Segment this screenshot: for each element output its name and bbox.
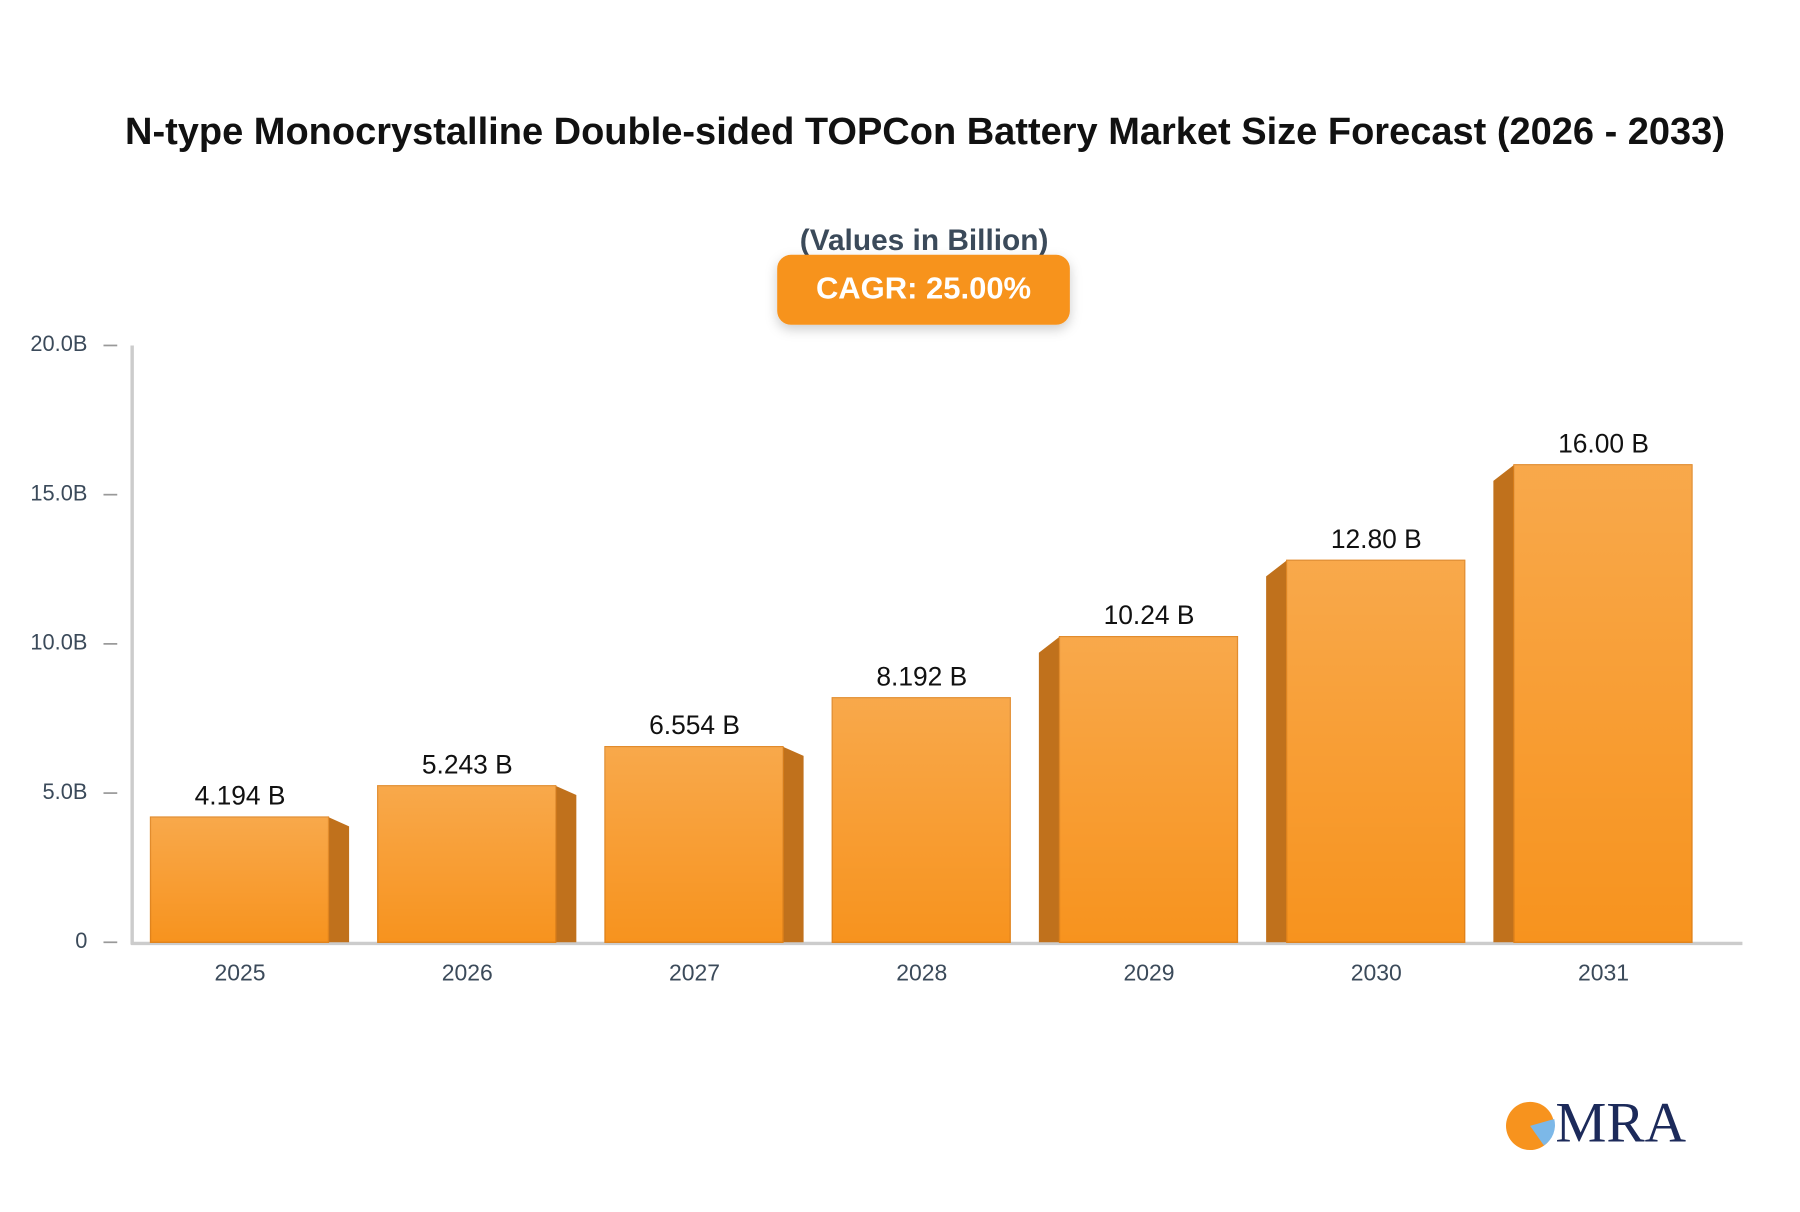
data-label: 6.554 B [649, 710, 740, 740]
x-tick-label: 2030 [1351, 959, 1402, 985]
bar-highlight [377, 785, 556, 943]
bar-highlight [832, 697, 1011, 943]
logo-icon-slice [1530, 1119, 1555, 1146]
bar-side [555, 785, 577, 943]
bar-side [1493, 464, 1515, 943]
bar-highlight [1286, 560, 1465, 943]
y-tick-label: 15.0B [30, 480, 87, 505]
bar-highlight [605, 746, 783, 943]
x-tick-label: 2031 [1578, 959, 1629, 985]
data-label: 5.243 B [422, 749, 513, 779]
cagr-badge [777, 254, 1070, 325]
bar-highlight [1514, 464, 1692, 943]
x-tick-label: 2028 [896, 959, 947, 985]
chart-subtitle: (Values in Billion) [800, 224, 1049, 257]
data-label: 12.80 B [1331, 524, 1422, 554]
chart-title: N-type Monocrystalline Double-sided TOPC… [125, 111, 1725, 153]
data-label: 4.194 B [195, 781, 286, 811]
y-tick-label: 5.0B [43, 779, 88, 804]
logo-text: MRA [1555, 1091, 1686, 1154]
cagr-label: CAGR: 25.00% [816, 271, 1031, 306]
data-label: 8.192 B [876, 661, 967, 691]
bar-highlight [1059, 636, 1238, 943]
bar-side [1038, 636, 1060, 943]
bar-side [1266, 560, 1287, 943]
x-tick-label: 2025 [215, 959, 266, 985]
x-tick-label: 2026 [442, 959, 493, 985]
data-label: 16.00 B [1558, 428, 1649, 458]
bar-side [328, 817, 350, 943]
y-tick-label: 20.0B [30, 331, 87, 356]
y-tick-label: 10.0B [30, 630, 87, 655]
y-tick-label: 0 [75, 928, 87, 953]
x-tick-label: 2029 [1124, 959, 1175, 985]
bar-side [782, 746, 804, 943]
logo: MRA [1506, 1091, 1687, 1154]
x-tick-label: 2027 [669, 959, 720, 985]
data-label: 10.24 B [1104, 600, 1195, 630]
bar-highlight [150, 817, 329, 943]
